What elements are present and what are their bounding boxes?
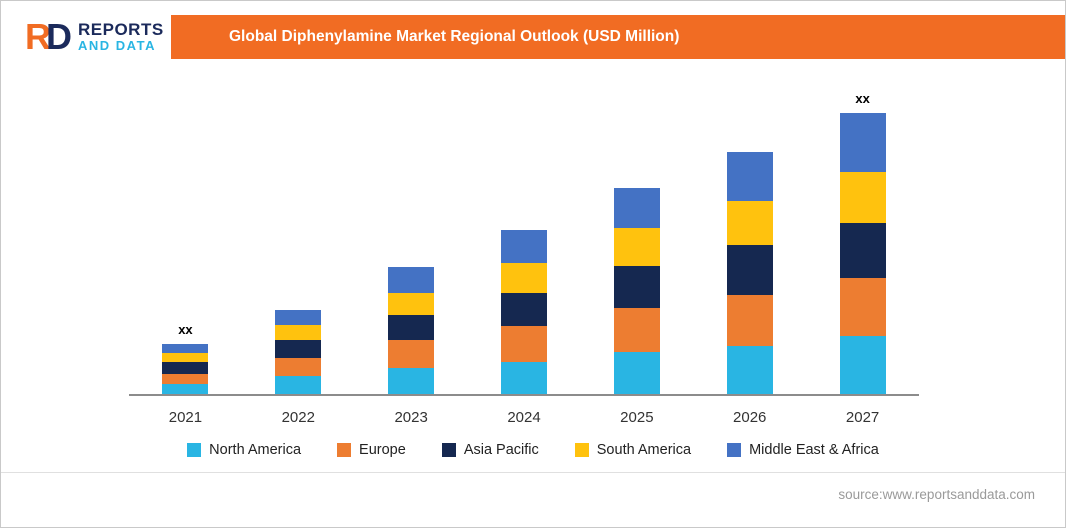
stacked-bar-2022 bbox=[275, 309, 322, 394]
legend: North America Europe Asia Pacific South Ame… bbox=[1, 442, 1065, 458]
bar-segment-middle-east-africa bbox=[162, 344, 209, 354]
brand-wordmark: REPORTS AND DATA bbox=[78, 19, 164, 54]
bar-segment-middle-east-africa bbox=[388, 266, 435, 293]
bar-column-2024: 2024 bbox=[468, 96, 581, 426]
bar-segment-south-america bbox=[162, 353, 209, 363]
legend-item-north-america: North America bbox=[187, 442, 301, 458]
bar-segment-asia-pacific bbox=[839, 223, 886, 278]
legend-label-middle-east-africa: Middle East & Africa bbox=[749, 442, 879, 458]
bar-segment-asia-pacific bbox=[275, 340, 322, 359]
stacked-bar-2025 bbox=[613, 188, 660, 394]
bar-segment-asia-pacific bbox=[162, 362, 209, 375]
stacked-bar-2024 bbox=[501, 230, 547, 394]
bar-segment-asia-pacific bbox=[613, 265, 660, 308]
bar-segment-south-america bbox=[275, 325, 322, 341]
bar-segment-europe bbox=[501, 326, 547, 363]
source-text: source:www.reportsanddata.com bbox=[838, 487, 1035, 502]
legend-item-asia-pacific: Asia Pacific bbox=[441, 442, 539, 458]
bar-segment-middle-east-africa bbox=[501, 230, 547, 263]
bar-segment-south-america bbox=[501, 262, 547, 293]
legend-swatch-europe bbox=[337, 443, 352, 457]
bar-segment-south-america bbox=[388, 292, 435, 315]
bar-segment-europe bbox=[162, 374, 209, 385]
x-axis-label-2024: 2024 bbox=[507, 409, 541, 426]
legend-item-south-america: South America bbox=[574, 442, 692, 458]
bar-segment-europe bbox=[726, 294, 773, 347]
x-axis-label-2026: 2026 bbox=[733, 409, 767, 426]
brand-name-top: REPORTS bbox=[78, 19, 164, 39]
logo-letter-r: R bbox=[25, 16, 51, 57]
bar-segment-north-america bbox=[275, 376, 322, 394]
bar-column-2027: xx 2027 bbox=[806, 91, 919, 426]
bar-value-label-2021: xx bbox=[178, 322, 193, 338]
brand-name-bottom: AND DATA bbox=[78, 38, 156, 54]
bar-segment-north-america bbox=[388, 368, 435, 394]
bar-column-2025: 2025 bbox=[580, 96, 693, 426]
legend-item-middle-east-africa: Middle East & Africa bbox=[727, 442, 879, 458]
brand-logo-icon: R D bbox=[25, 19, 72, 55]
x-axis-label-2027: 2027 bbox=[845, 409, 880, 426]
bar-segment-south-america bbox=[613, 228, 660, 266]
bar-column-2022: 2022 bbox=[242, 96, 355, 426]
bar-segment-north-america bbox=[839, 336, 886, 394]
legend-label-europe: Europe bbox=[359, 442, 406, 458]
stacked-bar-2026 bbox=[726, 151, 773, 394]
bar-segment-europe bbox=[839, 277, 886, 337]
legend-label-north-america: North America bbox=[209, 442, 302, 458]
bar-segment-europe bbox=[388, 340, 435, 369]
brand-logo: R D REPORTS AND DATA bbox=[25, 19, 164, 55]
bar-segment-europe bbox=[613, 307, 660, 353]
x-axis-label-2025: 2025 bbox=[620, 409, 654, 426]
bar-segment-south-america bbox=[839, 171, 886, 224]
footer-divider bbox=[1, 472, 1065, 473]
bar-segment-asia-pacific bbox=[501, 292, 547, 327]
bar-column-2026: 2026 bbox=[693, 96, 806, 426]
legend-label-asia-pacific: Asia Pacific bbox=[463, 442, 539, 458]
bar-segment-middle-east-africa bbox=[613, 188, 660, 229]
bar-segment-north-america bbox=[613, 352, 660, 394]
legend-swatch-middle-east-africa bbox=[727, 443, 742, 457]
header-banner: Global Diphenylamine Market Regional Out… bbox=[171, 15, 1065, 59]
bar-column-2023: 2023 bbox=[355, 96, 468, 426]
bar-segment-europe bbox=[275, 358, 322, 377]
bar-segment-south-america bbox=[726, 201, 773, 246]
legend-swatch-north-america bbox=[187, 443, 202, 457]
stacked-bar-2023 bbox=[388, 266, 435, 394]
x-axis-label-2022: 2022 bbox=[281, 409, 315, 426]
bar-segment-middle-east-africa bbox=[275, 309, 322, 326]
stacked-bar-2021 bbox=[162, 344, 209, 394]
x-axis-label-2023: 2023 bbox=[394, 409, 428, 426]
legend-label-south-america: South America bbox=[596, 442, 692, 458]
bar-segment-asia-pacific bbox=[726, 245, 773, 295]
bar-value-label-2027: xx bbox=[855, 90, 870, 106]
legend-swatch-south-america bbox=[574, 443, 589, 457]
bar-segment-north-america bbox=[726, 346, 773, 394]
stacked-bar-2027 bbox=[839, 112, 886, 394]
logo-letter-d: D bbox=[46, 16, 72, 57]
bar-segment-north-america bbox=[501, 362, 547, 394]
plot-area: xx 2021 2022 2023 2024 2025 2026 xx 2027 bbox=[129, 91, 919, 426]
bar-segment-asia-pacific bbox=[388, 314, 435, 341]
x-axis-label-2021: 2021 bbox=[168, 409, 203, 426]
bar-column-2021: xx 2021 bbox=[129, 96, 242, 426]
bar-segment-middle-east-africa bbox=[839, 112, 886, 172]
bar-segment-north-america bbox=[162, 384, 209, 394]
chart-title: Global Diphenylamine Market Regional Out… bbox=[229, 28, 680, 45]
legend-swatch-asia-pacific bbox=[441, 443, 456, 457]
legend-item-europe: Europe bbox=[337, 442, 406, 458]
bar-segment-middle-east-africa bbox=[726, 151, 773, 202]
